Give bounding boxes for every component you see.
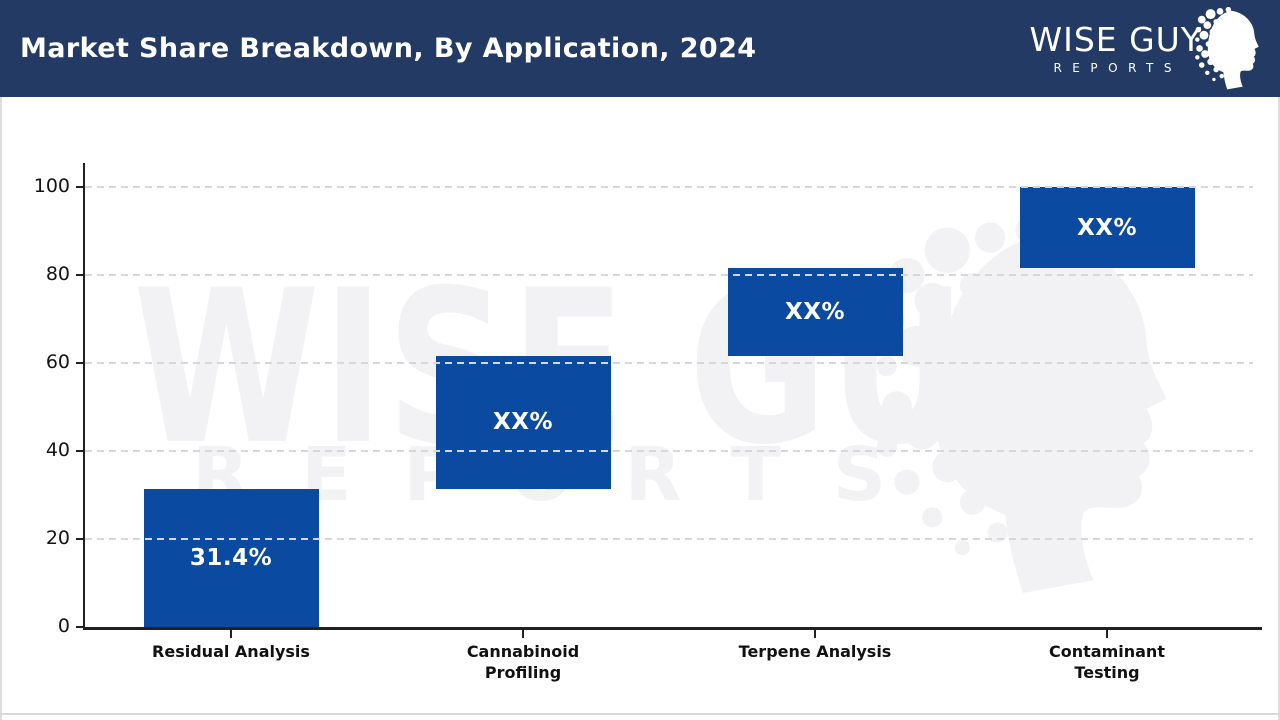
bar-segment: XX% (435, 355, 611, 489)
gridline (85, 274, 1253, 276)
y-axis-tick (76, 450, 84, 452)
chart-title: Market Share Breakdown, By Application, … (20, 33, 757, 64)
bottom-border-line (0, 713, 1280, 715)
bar-value-label: XX% (784, 298, 845, 325)
x-axis-tick (814, 630, 816, 638)
x-axis-tick (230, 630, 232, 638)
logo-head-icon (1195, 6, 1259, 89)
gridline (85, 538, 1253, 540)
x-axis-category-label: Contaminant Testing (1049, 642, 1165, 682)
bar-segment: XX% (727, 268, 903, 356)
y-axis-tick-label: 100 (33, 175, 70, 197)
x-axis-tick (1106, 630, 1108, 638)
y-axis-tick-label: 0 (57, 615, 70, 637)
x-axis-category-label: Cannabinoid Profiling (466, 642, 580, 682)
x-axis-line (83, 627, 1262, 630)
y-axis-tick (76, 538, 84, 540)
y-axis-tick-label: 60 (45, 351, 70, 373)
x-axis-tick (522, 630, 524, 638)
y-axis-tick (76, 362, 84, 364)
logo-wordmark-line2: REPORTS (1053, 60, 1182, 75)
y-axis-tick (76, 186, 84, 188)
x-axis-category-label: Residual Analysis (152, 642, 310, 661)
bar-segment: 31.4% (143, 488, 319, 627)
watermark-head-icon (876, 220, 1167, 593)
y-axis-tick-label: 20 (45, 527, 70, 549)
gridline (85, 362, 1253, 364)
bar-value-label: 31.4% (189, 544, 273, 571)
wiseguy-logo: WISE GUY REPORTS (1029, 6, 1266, 91)
y-axis-tick (76, 626, 84, 628)
y-axis-tick-label: 80 (45, 263, 70, 285)
logo-wordmark: WISE GUY REPORTS (1029, 23, 1202, 75)
gridline (85, 186, 1253, 188)
bar-value-label: XX% (492, 409, 553, 436)
bar-value-label: XX% (1076, 214, 1137, 241)
gridline (85, 450, 1253, 452)
header-bar: Market Share Breakdown, By Application, … (0, 0, 1280, 97)
y-axis-tick-label: 40 (45, 439, 70, 461)
bar-segment: XX% (1019, 187, 1195, 269)
x-axis-category-label: Terpene Analysis (738, 642, 892, 661)
y-axis-tick (76, 274, 84, 276)
y-axis-line (83, 163, 85, 630)
logo-wordmark-line1: WISE GUY (1029, 19, 1202, 59)
